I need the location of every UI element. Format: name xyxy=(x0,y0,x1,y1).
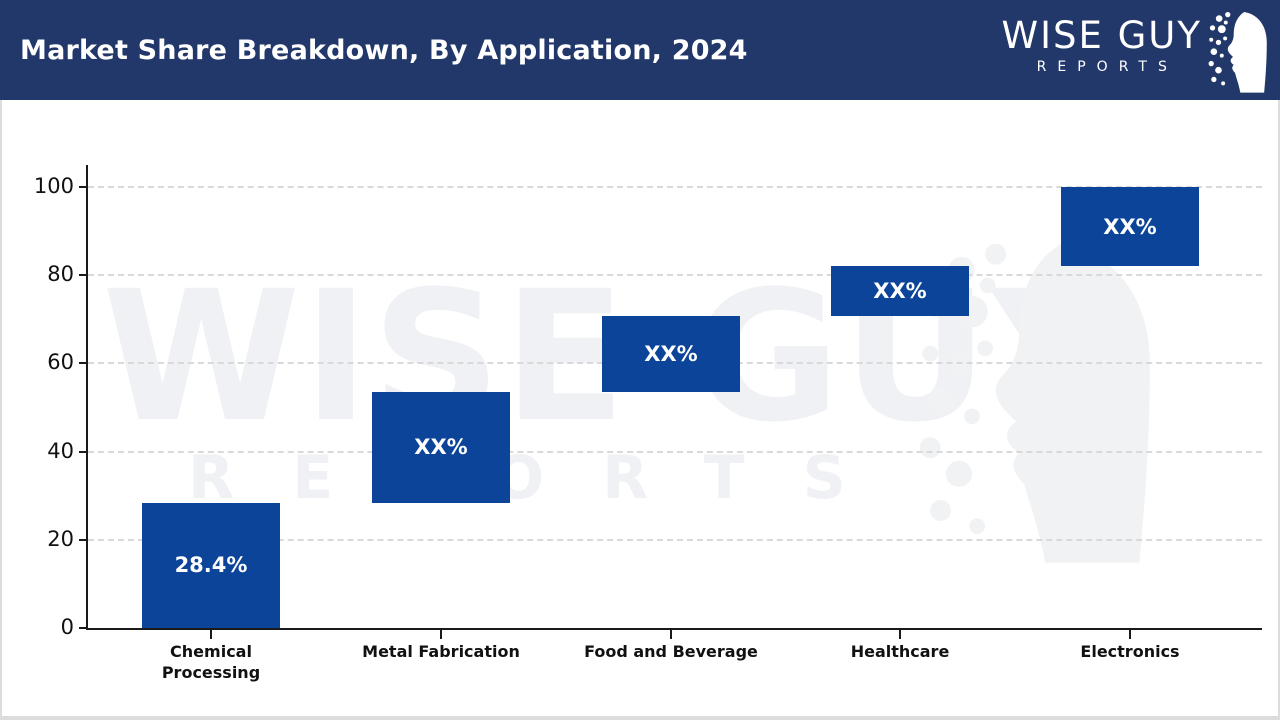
gridline-100 xyxy=(88,186,1262,189)
x-axis-line xyxy=(86,628,1262,630)
y-tick-label-0: 0 xyxy=(60,615,74,639)
x-category-label-chemical-processing: Chemical Processing xyxy=(161,642,261,682)
x-tick-metal-fabrication xyxy=(440,630,442,639)
y-tick-60 xyxy=(79,362,88,365)
x-category-label-food-and-beverage: Food and Beverage xyxy=(584,642,758,661)
y-tick-label-20: 20 xyxy=(47,526,74,551)
bar-food-and-beverage: XX% xyxy=(602,315,740,393)
watermark-subtext: REPORTS xyxy=(188,443,904,513)
bar-value-label-metal-fabrication: XX% xyxy=(414,435,468,460)
x-tick-chemical-processing xyxy=(210,630,212,639)
bar-electronics: XX% xyxy=(1061,187,1199,266)
bar-value-label-chemical-processing: 28.4% xyxy=(174,553,248,578)
brand-subname: REPORTS xyxy=(1036,59,1178,75)
x-tick-electronics xyxy=(1129,630,1131,639)
bar-metal-fabrication: XX% xyxy=(372,392,510,503)
y-tick-80 xyxy=(79,274,88,277)
y-tick-label-60: 60 xyxy=(47,350,74,375)
bar-chemical-processing: 28.4% xyxy=(142,502,280,628)
y-tick-label-100: 100 xyxy=(33,174,74,199)
bar-value-label-food-and-beverage: XX% xyxy=(644,341,698,366)
x-category-label-healthcare: Healthcare xyxy=(850,642,950,661)
header-band: Market Share Breakdown, By Application, … xyxy=(0,0,1280,100)
page-border-bottom xyxy=(0,716,1280,720)
brand-name: WISE GUY xyxy=(1001,14,1202,57)
gridline-20 xyxy=(88,538,1262,541)
gridline-40 xyxy=(88,450,1262,453)
y-tick-0 xyxy=(79,627,88,629)
x-tick-food-and-beverage xyxy=(670,630,672,639)
chart-title: Market Share Breakdown, By Application, … xyxy=(20,34,748,66)
y-tick-label-40: 40 xyxy=(47,438,74,463)
page-border-left xyxy=(0,100,2,720)
x-category-label-electronics: Electronics xyxy=(1080,642,1180,661)
bar-healthcare: XX% xyxy=(831,265,969,316)
gridline-80 xyxy=(88,274,1262,277)
y-tick-40 xyxy=(79,450,88,453)
x-category-label-metal-fabrication: Metal Fabrication xyxy=(362,642,520,661)
y-axis-line xyxy=(86,165,88,630)
y-tick-label-80: 80 xyxy=(47,262,74,287)
y-tick-100 xyxy=(79,186,88,189)
page-border-right xyxy=(1278,100,1280,720)
x-tick-healthcare xyxy=(899,630,901,639)
brand-head-icon xyxy=(1208,11,1267,93)
bar-value-label-electronics: XX% xyxy=(1103,214,1157,239)
brand-logo: WISE GUY REPORTS xyxy=(1002,16,1202,76)
y-tick-20 xyxy=(79,538,88,541)
bar-value-label-healthcare: XX% xyxy=(873,278,927,303)
